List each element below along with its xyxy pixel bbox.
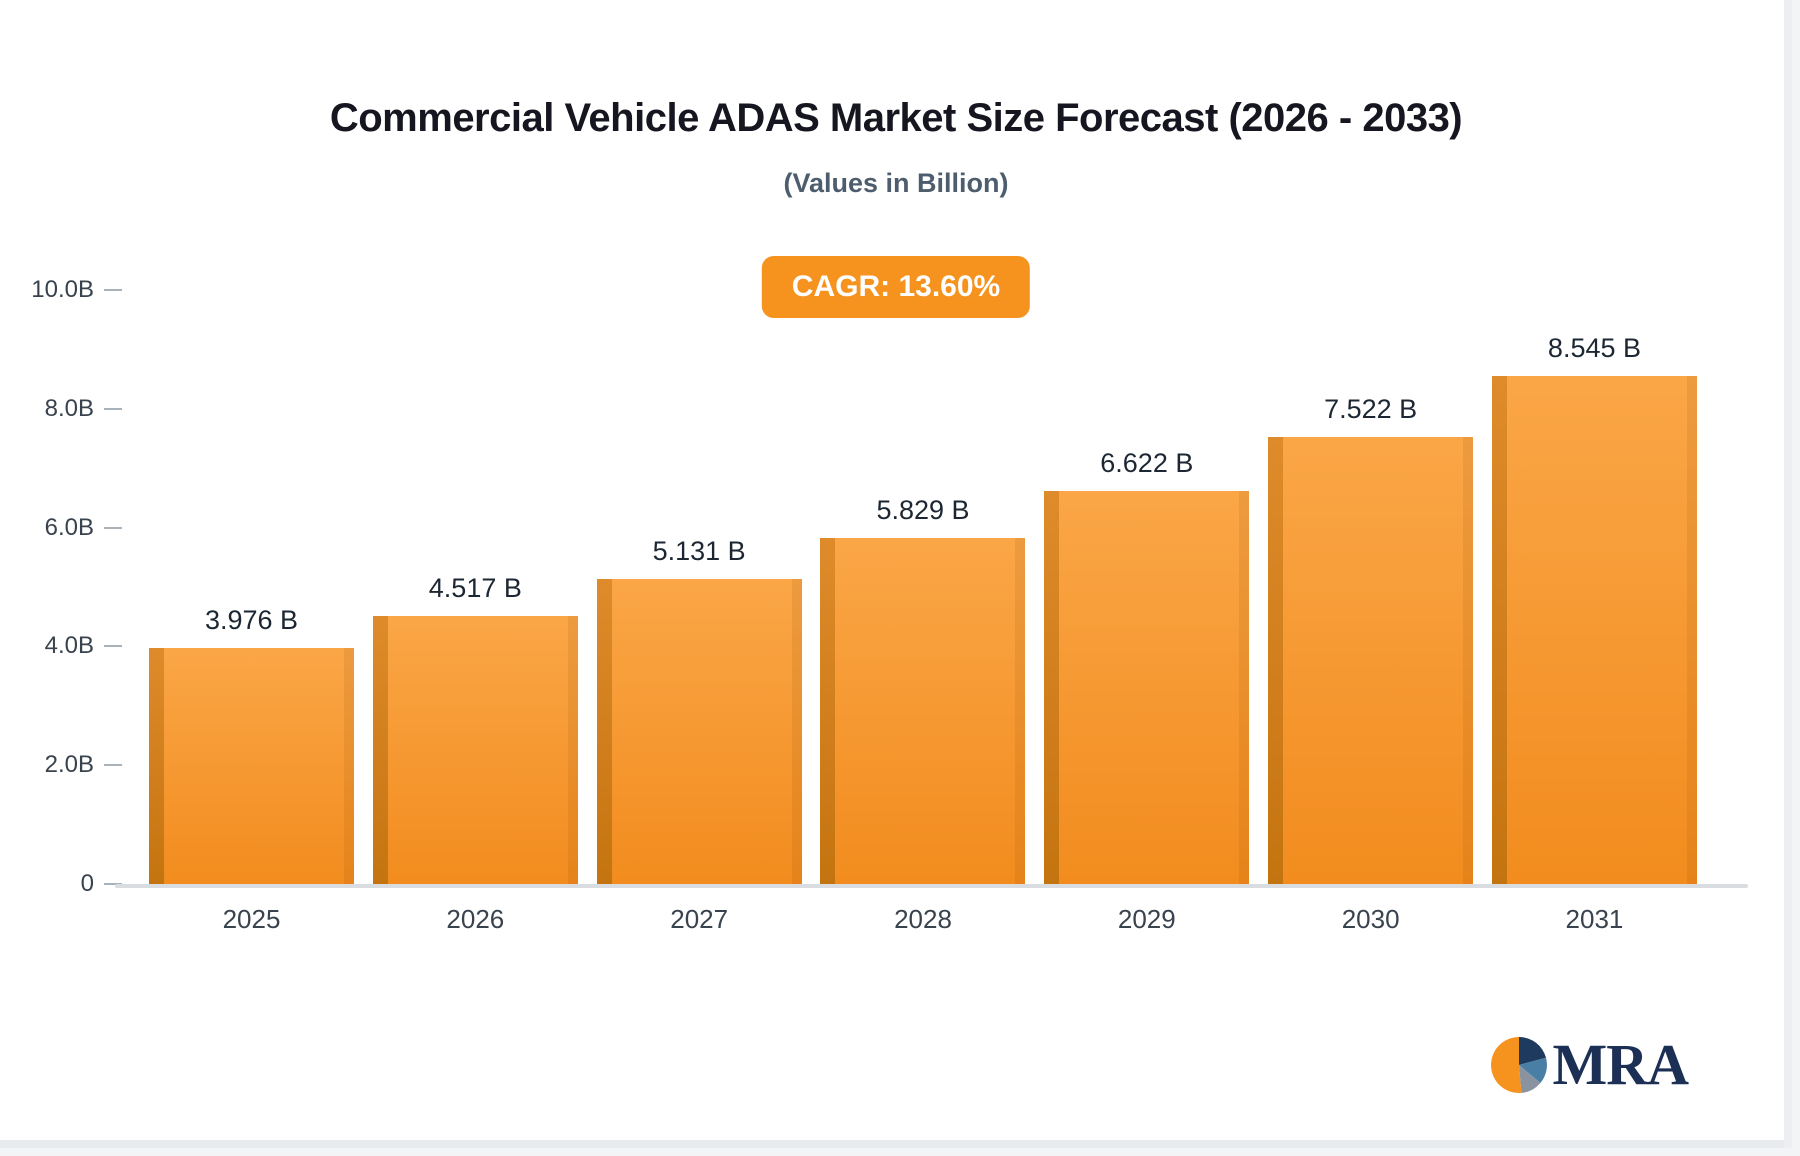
y-axis-tick-label: 0 bbox=[80, 870, 94, 897]
bar-slot: 6.622 B 2029 bbox=[1044, 290, 1250, 934]
bar-slot: 7.522 B 2030 bbox=[1268, 290, 1474, 934]
y-axis-tick-mark bbox=[104, 407, 122, 410]
bar-slot: 4.517 B 2026 bbox=[372, 290, 578, 934]
bar-2027 bbox=[596, 579, 802, 884]
bar-value-label: 5.829 B bbox=[876, 494, 970, 525]
y-axis-tick-label: 6.0B bbox=[44, 513, 94, 541]
chart-subtitle: (Values in Billion) bbox=[783, 168, 1009, 198]
logo-text: MRA bbox=[1552, 1032, 1689, 1097]
x-axis-label: 2027 bbox=[670, 904, 729, 934]
y-axis-tick: 0 bbox=[22, 870, 122, 898]
logo: MRA bbox=[1490, 1032, 1689, 1097]
y-axis-tick: 4.0B bbox=[22, 632, 122, 660]
bar-value-label: 5.131 B bbox=[652, 536, 746, 567]
bar-2026 bbox=[372, 615, 578, 885]
page-edge-bottom bbox=[0, 1140, 1792, 1148]
y-axis-tick-label: 8.0B bbox=[44, 394, 94, 422]
x-axis-line bbox=[115, 884, 1748, 888]
y-axis: 10.0B 8.0B 6.0B 4.0B 2.0B 0 bbox=[0, 276, 125, 897]
logo-pie-icon bbox=[1491, 1037, 1548, 1093]
cagr-badge: CAGR: 13.60% bbox=[761, 256, 1031, 318]
bar-2030 bbox=[1268, 437, 1474, 884]
y-axis-tick: 10.0B bbox=[22, 276, 122, 304]
bar-slot: 5.131 B 2027 bbox=[596, 290, 802, 934]
y-axis-tick-mark bbox=[104, 883, 122, 885]
bar-2028 bbox=[820, 537, 1026, 885]
bar-2031 bbox=[1491, 376, 1697, 884]
bar-value-label: 7.522 B bbox=[1324, 394, 1418, 425]
y-axis-tick-mark bbox=[104, 645, 122, 648]
bar-2029 bbox=[1044, 490, 1250, 885]
y-axis-tick-mark bbox=[104, 289, 122, 291]
bar-value-label: 4.517 B bbox=[428, 572, 522, 603]
x-axis-label: 2029 bbox=[1117, 904, 1176, 934]
chart-title: Commercial Vehicle ADAS Market Size Fore… bbox=[329, 96, 1463, 140]
y-axis-tick: 2.0B bbox=[22, 751, 122, 779]
x-axis-label: 2028 bbox=[894, 904, 952, 934]
page-edge-right bbox=[1784, 0, 1792, 1148]
bar-value-label: 3.976 B bbox=[204, 604, 299, 635]
y-axis-tick: 6.0B bbox=[22, 514, 122, 542]
y-axis-tick-label: 4.0B bbox=[44, 632, 94, 660]
x-axis-label: 2026 bbox=[446, 904, 505, 934]
bar-slot: 8.545 B 2031 bbox=[1491, 290, 1697, 934]
y-axis-tick-label: 10.0B bbox=[31, 276, 94, 303]
bar-2025 bbox=[149, 647, 354, 885]
bar-value-label: 6.622 B bbox=[1100, 447, 1194, 478]
bar-slot: 3.976 B 2025 bbox=[149, 290, 354, 934]
bar-value-label: 8.545 B bbox=[1547, 333, 1641, 364]
y-axis-tick-mark bbox=[104, 526, 122, 529]
bar-slot: 5.829 B 2028 bbox=[820, 290, 1026, 934]
y-axis-tick: 8.0B bbox=[22, 395, 122, 423]
x-axis-label: 2025 bbox=[222, 904, 281, 934]
y-axis-tick-label: 2.0B bbox=[44, 751, 94, 779]
x-axis-label: 2030 bbox=[1341, 904, 1400, 934]
y-axis-tick-mark bbox=[104, 764, 122, 767]
bars: 3.976 B 2025 4.517 B 2026 5.131 B 2027 5.829 B… bbox=[149, 290, 1697, 934]
x-axis-label: 2031 bbox=[1565, 904, 1624, 934]
